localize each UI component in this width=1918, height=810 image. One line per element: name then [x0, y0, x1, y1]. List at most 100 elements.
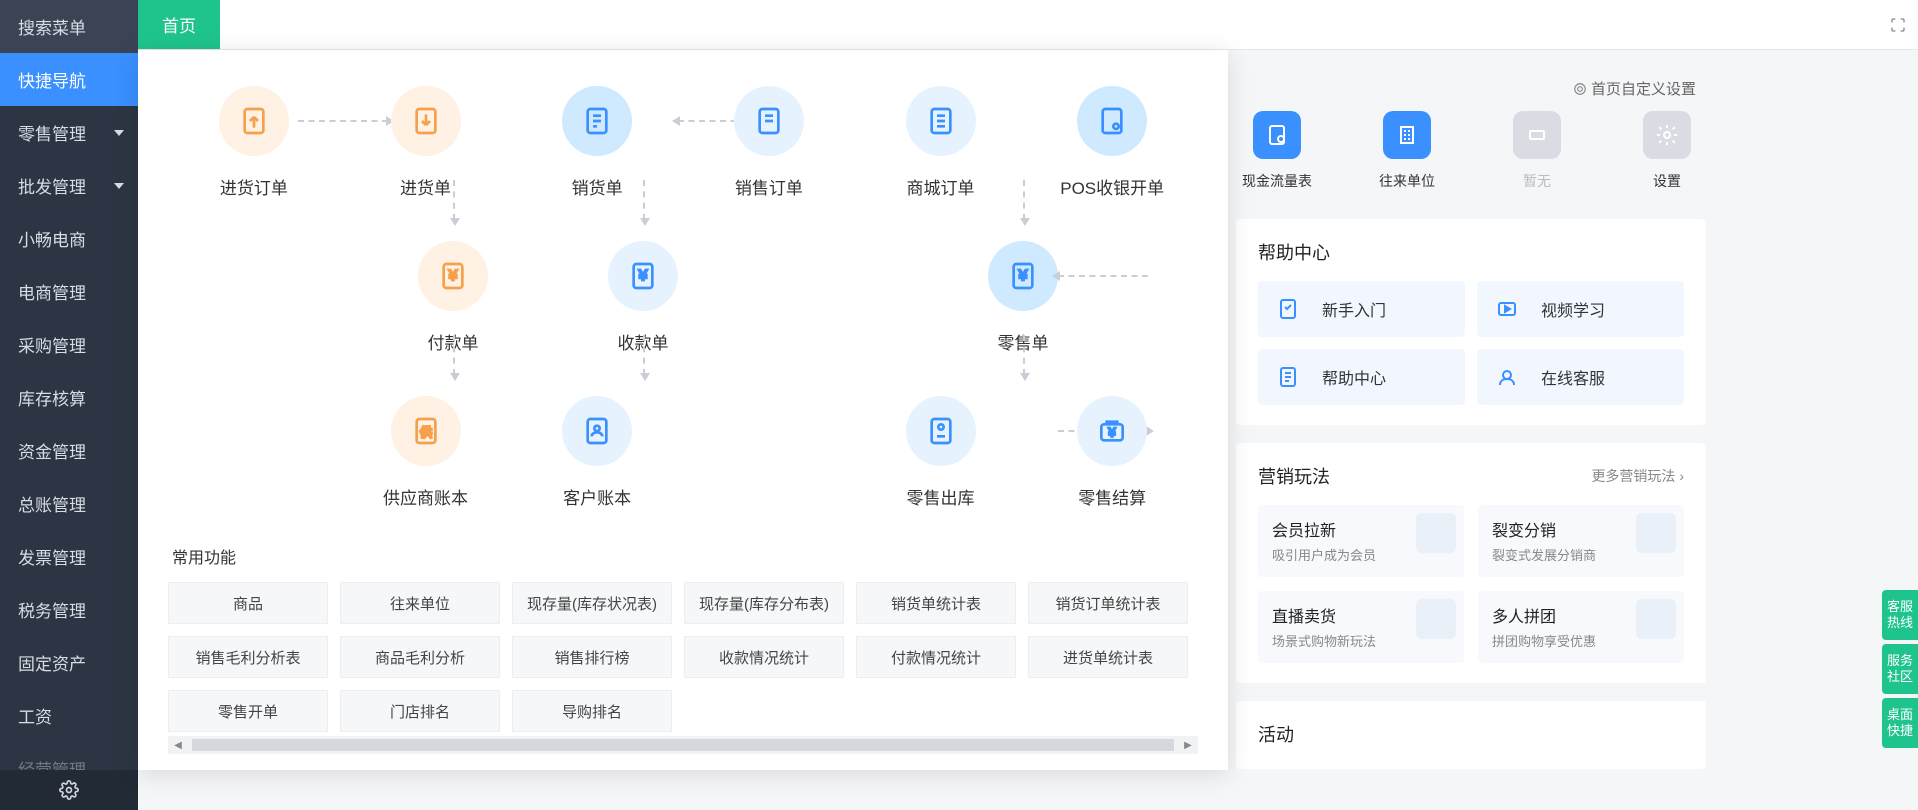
home-customize-label: 首页自定义设置	[1591, 81, 1696, 98]
common-btn[interactable]: 导购排名	[512, 690, 672, 732]
arrow-icon	[643, 335, 645, 375]
common-btn[interactable]: 销售排行榜	[512, 636, 672, 678]
sidebar-label: 税务管理	[18, 597, 86, 622]
sidebar-item-purchase[interactable]: 采购管理	[0, 318, 138, 371]
sidebar-item-salary[interactable]: 工资	[0, 689, 138, 742]
scroll-right-icon[interactable]: ▶	[1178, 736, 1198, 754]
flow-node-retail-settle[interactable]: ¥ 零售结算	[1026, 396, 1198, 536]
flow-row-3: 供 供应商账本 客户账本 零售出库 ¥ 零售结算	[168, 396, 1198, 536]
shortcut-label: 设置	[1653, 171, 1681, 191]
common-btn[interactable]: 销售毛利分析表	[168, 636, 328, 678]
promo-item[interactable]: 直播卖货场景式购物新玩法	[1258, 591, 1464, 663]
tab-home[interactable]: 首页	[138, 0, 220, 49]
flow-node-sales-bill[interactable]: 销货单	[511, 86, 683, 241]
arrow-icon	[643, 180, 645, 220]
sidebar-label: 快捷导航	[18, 67, 86, 92]
help-item-beginner[interactable]: 新手入门	[1258, 281, 1465, 337]
promo-item[interactable]: 会员拉新吸引用户成为会员	[1258, 505, 1464, 577]
sidebar-item-invoice[interactable]: 发票管理	[0, 530, 138, 583]
scrollbar-thumb[interactable]	[192, 739, 1174, 751]
promo-item[interactable]: 多人拼团拼团购物享受优惠	[1478, 591, 1684, 663]
common-btn[interactable]: 现存量(库存分布表)	[684, 582, 844, 624]
document-icon	[1272, 361, 1304, 393]
sidebar-item-search[interactable]: 搜索菜单	[0, 0, 138, 53]
sidebar-item-ledger[interactable]: 总账管理	[0, 477, 138, 530]
flow-label: 零售出库	[907, 484, 975, 509]
building-icon	[1383, 111, 1431, 159]
fullscreen-button[interactable]	[1878, 0, 1918, 49]
sidebar-label: 采购管理	[18, 332, 86, 357]
shortcut-cashflow[interactable]: 现金流量表	[1242, 111, 1312, 191]
float-desktop[interactable]: 桌面快捷	[1882, 698, 1918, 748]
shortcut-contacts[interactable]: 往来单位	[1372, 111, 1442, 191]
help-item-support[interactable]: 在线客服	[1477, 349, 1684, 405]
sidebar-settings[interactable]	[0, 770, 138, 810]
sidebar-item-ecommerce[interactable]: 电商管理	[0, 265, 138, 318]
common-btn[interactable]: 销货订单统计表	[1028, 582, 1188, 624]
sidebar-label: 总账管理	[18, 491, 86, 516]
chevron-down-icon	[114, 183, 124, 189]
sidebar-item-retail[interactable]: 零售管理	[0, 106, 138, 159]
svg-text:供: 供	[419, 425, 431, 439]
sidebar-item-quicknav[interactable]: 快捷导航	[0, 53, 138, 106]
help-grid: 新手入门 视频学习 帮助中心 在线客服	[1258, 281, 1684, 405]
flow-label: 销售订单	[735, 174, 803, 199]
promo-item[interactable]: 裂变分销裂变式发展分销商	[1478, 505, 1684, 577]
sidebar-item-wholesale[interactable]: 批发管理	[0, 159, 138, 212]
sidebar-label: 固定资产	[18, 650, 86, 675]
common-btn[interactable]: 付款情况统计	[856, 636, 1016, 678]
shortcut-empty[interactable]: 暂无	[1502, 111, 1572, 191]
flow-node-retail-out[interactable]: 零售出库	[855, 396, 1027, 536]
common-btn[interactable]: 销货单统计表	[856, 582, 1016, 624]
shortcut-settings[interactable]: 设置	[1632, 111, 1702, 191]
flow-node-supplier-book[interactable]: 供 供应商账本	[340, 396, 512, 536]
flow-node-purchase-order[interactable]: 进货订单	[168, 86, 340, 241]
flow-node-mall-order[interactable]: 商城订单	[855, 86, 1027, 241]
svg-text:¥: ¥	[448, 268, 458, 284]
report-icon	[1253, 111, 1301, 159]
flow-node-sales-order[interactable]: 销售订单	[683, 86, 855, 241]
money-icon: ¥	[988, 241, 1058, 311]
common-btn[interactable]: 商品毛利分析	[340, 636, 500, 678]
common-btn[interactable]: 现存量(库存状况表)	[512, 582, 672, 624]
flow-row-1: 进货订单 进货单 销货单 销售订单 商城订单 POS收银开单	[168, 86, 1198, 241]
common-btn[interactable]: 往来单位	[340, 582, 500, 624]
flow-label: 进货单	[400, 174, 451, 199]
scroll-left-icon[interactable]: ◀	[168, 736, 188, 754]
home-customize-link[interactable]: 首页自定义设置	[1236, 78, 1706, 99]
help-item-center[interactable]: 帮助中心	[1258, 349, 1465, 405]
float-community[interactable]: 服务社区	[1882, 644, 1918, 694]
arrow-icon	[453, 180, 455, 220]
panel-title-text: 营销玩法	[1258, 463, 1330, 489]
fullscreen-icon	[1890, 17, 1906, 33]
help-item-video[interactable]: 视频学习	[1477, 281, 1684, 337]
panel-title-text: 帮助中心	[1258, 239, 1330, 265]
activity-panel: 活动	[1236, 701, 1706, 769]
common-btn[interactable]: 进货单统计表	[1028, 636, 1188, 678]
sidebar-label: 零售管理	[18, 120, 86, 145]
float-hotline[interactable]: 客服热线	[1882, 590, 1918, 640]
right-column: 首页自定义设置 现金流量表 往来单位 暂无 设置 帮助中心 新手入门 视频学习 …	[1236, 78, 1706, 787]
sidebar-label: 电商管理	[18, 279, 86, 304]
marketing-more-link[interactable]: 更多营销玩法 ›	[1591, 466, 1684, 486]
promo-icon	[1636, 599, 1676, 639]
common-functions-grid: 商品 往来单位 现存量(库存状况表) 现存量(库存分布表) 销货单统计表 销货订…	[168, 582, 1198, 732]
flow-node-customer-book[interactable]: 客户账本	[511, 396, 683, 536]
common-btn[interactable]: 零售开单	[168, 690, 328, 732]
flow-node-pos[interactable]: POS收银开单	[1026, 86, 1198, 241]
sidebar-item-inventory[interactable]: 库存核算	[0, 371, 138, 424]
common-btn[interactable]: 收款情况统计	[684, 636, 844, 678]
sidebar-item-funds[interactable]: 资金管理	[0, 424, 138, 477]
common-btn[interactable]: 门店排名	[340, 690, 500, 732]
horizontal-scrollbar[interactable]: ◀ ▶	[168, 736, 1198, 754]
sidebar-item-assets[interactable]: 固定资产	[0, 636, 138, 689]
sidebar-item-tax[interactable]: 税务管理	[0, 583, 138, 636]
common-btn[interactable]: 商品	[168, 582, 328, 624]
flow-spacer	[683, 396, 855, 536]
sidebar-item-xiaochang[interactable]: 小畅电商	[0, 212, 138, 265]
shortcut-label: 往来单位	[1379, 171, 1435, 191]
flow-node-purchase-bill[interactable]: 进货单	[340, 86, 512, 241]
video-icon	[1491, 293, 1523, 325]
document-list-icon	[906, 86, 976, 156]
flow-label: 销货单	[572, 174, 623, 199]
